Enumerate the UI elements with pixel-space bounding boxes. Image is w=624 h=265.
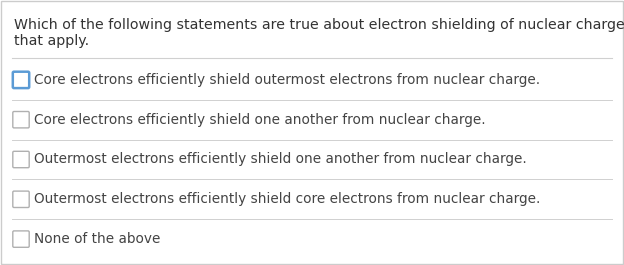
Text: Outermost electrons efficiently shield core electrons from nuclear charge.: Outermost electrons efficiently shield c… xyxy=(34,192,540,206)
FancyBboxPatch shape xyxy=(13,72,29,88)
FancyBboxPatch shape xyxy=(13,231,29,247)
FancyBboxPatch shape xyxy=(13,191,29,207)
Text: Outermost electrons efficiently shield one another from nuclear charge.: Outermost electrons efficiently shield o… xyxy=(34,152,527,166)
Text: Core electrons efficiently shield outermost electrons from nuclear charge.: Core electrons efficiently shield outerm… xyxy=(34,73,540,87)
Text: Core electrons efficiently shield one another from nuclear charge.: Core electrons efficiently shield one an… xyxy=(34,113,485,127)
Text: that apply.: that apply. xyxy=(14,34,89,48)
Text: Which of the following statements are true about electron shielding of nuclear c: Which of the following statements are tr… xyxy=(14,18,624,32)
Text: None of the above: None of the above xyxy=(34,232,160,246)
FancyBboxPatch shape xyxy=(13,112,29,128)
FancyBboxPatch shape xyxy=(13,151,29,168)
